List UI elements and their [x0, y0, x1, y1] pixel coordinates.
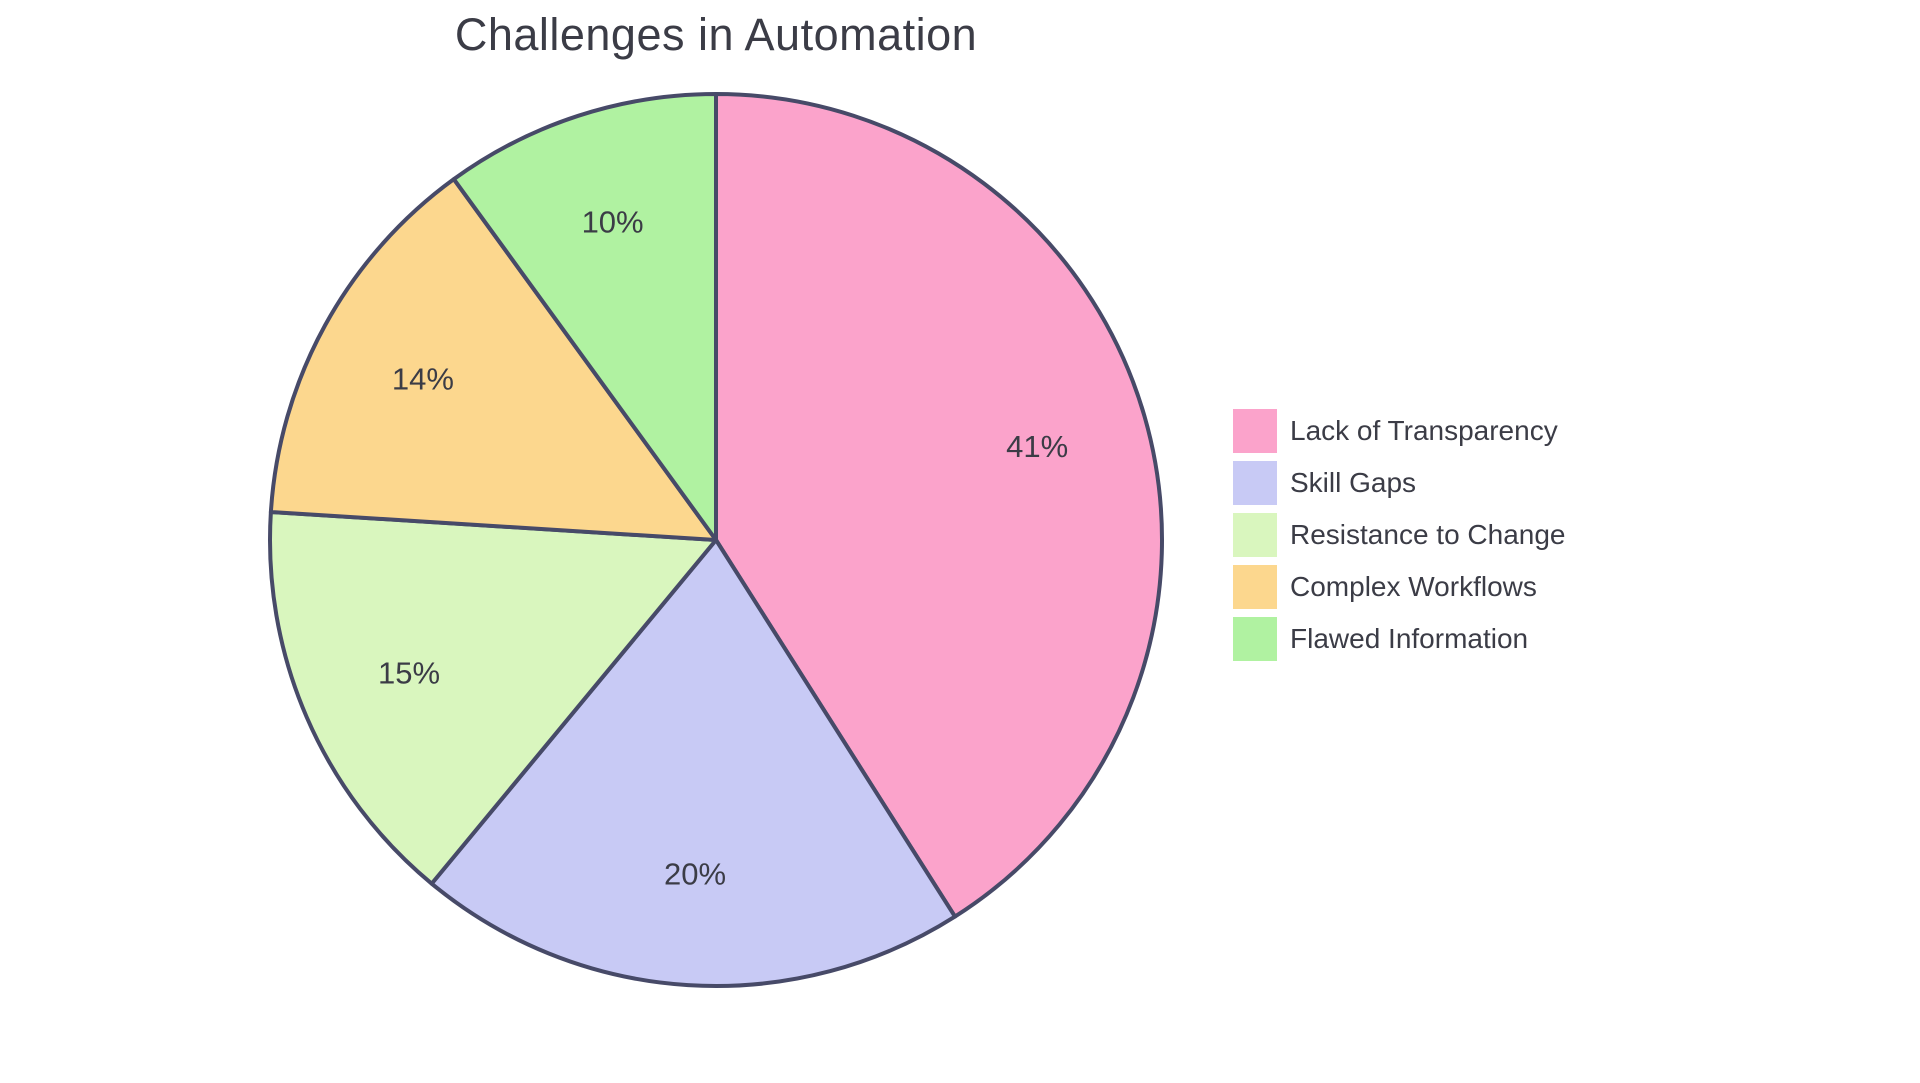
- legend-swatch-complex-workflows: [1233, 565, 1277, 609]
- legend-swatch-skill-gaps: [1233, 461, 1277, 505]
- legend-swatch-resistance-to-change: [1233, 513, 1277, 557]
- pie-slice-lack-of-transparency: [714, 92, 1164, 919]
- legend-item-flawed-information: Flawed Information: [1233, 617, 1566, 661]
- legend-label-flawed-information: Flawed Information: [1290, 623, 1529, 654]
- legend-item-complex-workflows: Complex Workflows: [1233, 565, 1566, 609]
- legend-label-complex-workflows: Complex Workflows: [1290, 571, 1537, 602]
- chart-title: Challenges in Automation: [454, 9, 978, 60]
- legend-swatch-lack-of-transparency: [1233, 409, 1277, 453]
- pie-percent-label-complex-workflows: 14%: [392, 361, 454, 396]
- pie-slice-skill-gaps: [429, 538, 957, 988]
- legend-item-lack-of-transparency: Lack of Transparency: [1233, 409, 1566, 453]
- pie-percent-label-flawed-information: 10%: [582, 204, 644, 239]
- pie-percent-label-resistance-to-change: 15%: [378, 655, 440, 690]
- legend-label-resistance-to-change: Resistance to Change: [1290, 519, 1566, 550]
- legend-item-resistance-to-change: Resistance to Change: [1233, 513, 1566, 557]
- legend-label-skill-gaps: Skill Gaps: [1290, 467, 1417, 498]
- chart-legend: Lack of Transparency Skill Gaps Resistance…: [1233, 409, 1566, 661]
- pie-slice-complex-workflows: [268, 177, 718, 542]
- pie-percent-label-skill-gaps: 20%: [664, 856, 726, 891]
- legend-label-lack-of-transparency: Lack of Transparency: [1290, 415, 1558, 446]
- pie-slice-resistance-to-change: [268, 510, 718, 886]
- pie-percent-label-lack-of-transparency: 41%: [1006, 429, 1068, 464]
- legend-item-skill-gaps: Skill Gaps: [1233, 461, 1566, 505]
- legend-swatch-flawed-information: [1233, 617, 1277, 661]
- pie-slice-flawed-information: [451, 92, 718, 542]
